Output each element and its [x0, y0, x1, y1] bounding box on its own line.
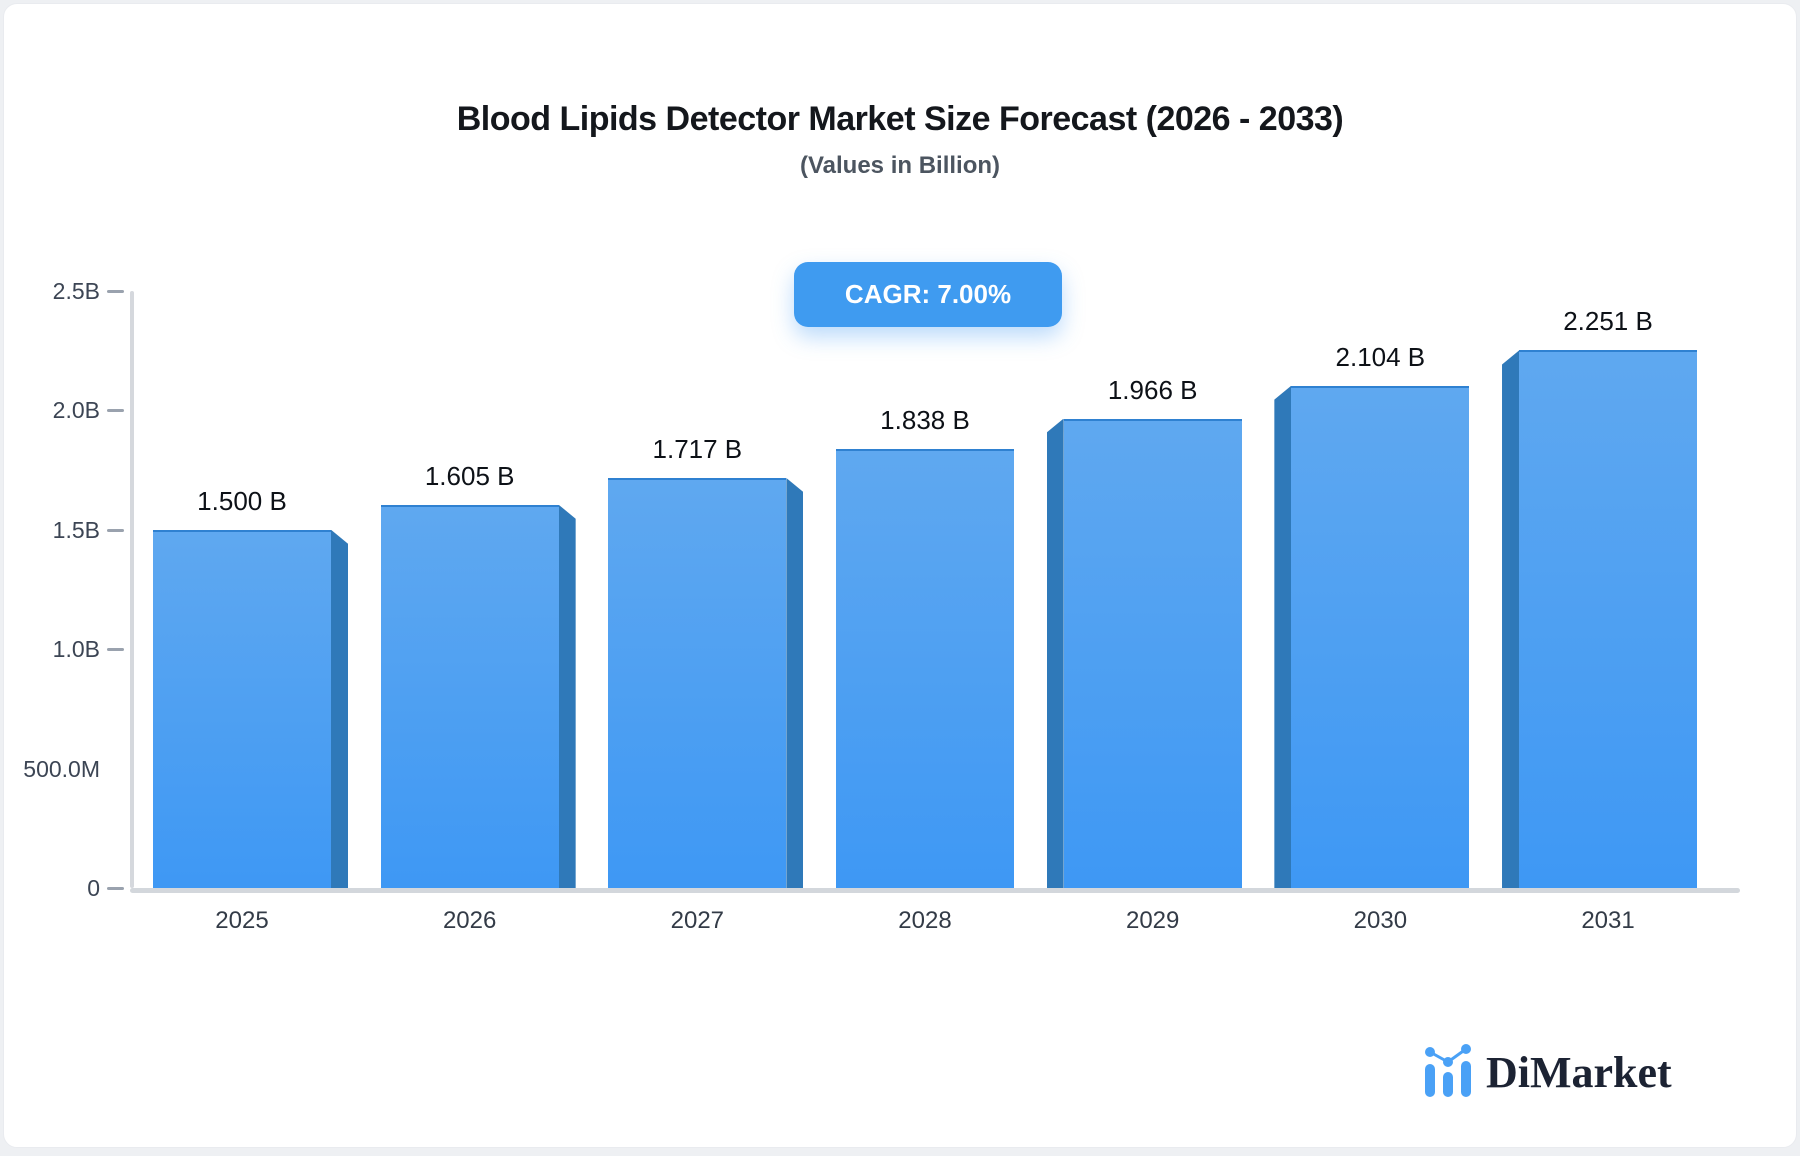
- bar-value-label: 1.605 B: [424, 460, 515, 491]
- bar: [836, 449, 1014, 888]
- bar: [380, 504, 559, 888]
- bar: [1063, 418, 1242, 888]
- bar: [1519, 350, 1698, 888]
- bar-value-label: 1.966 B: [1107, 374, 1198, 405]
- bar-value-label: 2.251 B: [1563, 306, 1653, 337]
- bar-value-label: 1.717 B: [652, 433, 743, 464]
- y-tick-label: 0: [87, 875, 100, 901]
- bar: [153, 529, 331, 888]
- bar-side-face: [331, 529, 348, 888]
- x-tick-label: 2026: [442, 907, 497, 934]
- y-tick-dash: [107, 409, 124, 413]
- bar-side-face: [1046, 418, 1064, 888]
- x-tick-label: 2029: [1125, 907, 1180, 934]
- bar: [608, 477, 787, 888]
- chart-subtitle: (Values in Billion): [799, 152, 1001, 179]
- x-tick-label: 2030: [1353, 907, 1408, 934]
- x-tick-label: 2031: [1581, 907, 1635, 934]
- bar: [1291, 385, 1470, 888]
- chart-title: Blood Lipids Detector Market Size Foreca…: [456, 100, 1344, 138]
- bar-value-label: 2.104 B: [1335, 341, 1426, 372]
- bar-value-label: 1.838 B: [880, 405, 970, 436]
- y-tick-label: 1.5B: [52, 516, 100, 543]
- bar-side-face: [558, 504, 576, 888]
- x-tick-label: 2025: [215, 907, 269, 934]
- brand-logo-text: DiMarket: [1486, 1048, 1672, 1097]
- bar-chart-logo-icon: [1422, 1042, 1474, 1103]
- x-tick-label: 2028: [898, 907, 952, 934]
- chart-card: Blood Lipids Detector Market Size Foreca…: [3, 3, 1797, 1148]
- x-tick-label: 2027: [670, 907, 725, 934]
- brand-logo: DiMarket: [1422, 1042, 1672, 1103]
- y-tick-dash: [107, 648, 124, 652]
- bar-side-face: [1274, 385, 1292, 888]
- y-tick-dash: [107, 887, 124, 890]
- y-tick-label: 2.0B: [52, 397, 100, 424]
- y-tick-label: 2.5B: [52, 278, 100, 304]
- x-axis-baseline: [130, 888, 1740, 893]
- cagr-badge: CAGR: 7.00%: [794, 262, 1062, 327]
- y-tick-dash: [107, 528, 124, 532]
- bar-side-face: [786, 477, 804, 888]
- y-tick-label: 500.0M: [23, 755, 100, 782]
- y-axis-line: [130, 291, 134, 888]
- bar-value-label: 1.500 B: [197, 485, 287, 516]
- y-tick-dash: [107, 290, 124, 293]
- y-tick-label: 1.0B: [52, 636, 100, 663]
- bar-side-face: [1502, 350, 1520, 888]
